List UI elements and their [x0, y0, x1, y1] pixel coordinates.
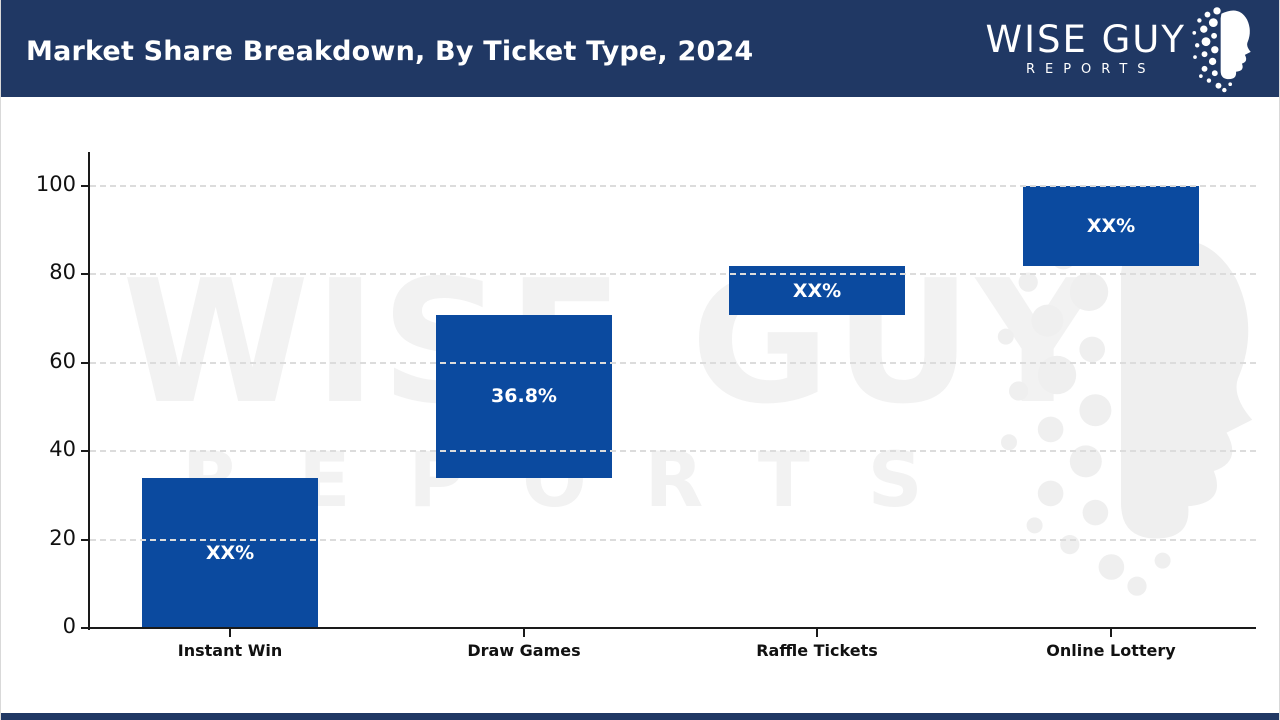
y-tickmark — [81, 538, 90, 541]
x-tick-label-3: Raffle Tickets — [756, 641, 878, 660]
y-tick-label-40: 40 — [49, 437, 76, 462]
bar-online-lottery: XX% — [1023, 186, 1199, 267]
gridline-40 — [90, 450, 1256, 453]
bar-draw-games: 36.8% — [436, 315, 612, 478]
y-tick-label-20: 20 — [49, 525, 76, 550]
gridline-20 — [90, 538, 1256, 541]
x-tickmark — [523, 629, 525, 637]
y-tickmark — [81, 273, 90, 276]
y-tickmark — [81, 627, 90, 629]
x-tick-label-2: Draw Games — [467, 641, 581, 660]
y-tickmark — [81, 185, 90, 187]
brand-name: WISE GUY — [985, 17, 1186, 61]
bar-value-label: XX% — [1086, 215, 1136, 238]
brand-logo: WISE GUY REPORTS — [986, 5, 1254, 93]
y-tick-label-80: 80 — [49, 260, 76, 285]
y-axis-line — [88, 152, 90, 630]
bar-value-label: XX% — [205, 541, 255, 564]
gridline-80 — [90, 273, 1256, 276]
x-tick-label-1: Instant Win — [177, 641, 283, 660]
dotted-head-logo-icon — [1192, 6, 1251, 92]
bar-value-label: XX% — [792, 279, 842, 302]
x-tickmark — [1110, 629, 1112, 637]
gridline-100 — [90, 185, 1256, 187]
x-tickmark — [816, 629, 818, 637]
y-tick-label-60: 60 — [49, 348, 76, 373]
y-tick-label-0: 0 — [62, 614, 76, 638]
brand-subtitle: REPORTS — [1025, 61, 1156, 77]
x-tickmark — [229, 629, 231, 637]
bar-instant-win: XX% — [142, 477, 318, 628]
x-tick-label-4: Online Lottery — [1046, 641, 1176, 660]
brand-logo-text: WISE GUY REPORTS — [986, 21, 1186, 77]
y-tick-label-100: 100 — [35, 172, 76, 196]
bar-value-label: 36.8% — [491, 385, 557, 408]
y-tickmark — [81, 450, 90, 453]
page-title: Market Share Breakdown, By Ticket Type, … — [26, 36, 754, 67]
gridline-60 — [90, 361, 1256, 364]
footer-strip — [0, 713, 1280, 720]
x-axis-line — [88, 627, 1256, 629]
header-bar: Market Share Breakdown, By Ticket Type, … — [0, 0, 1280, 97]
y-tickmark — [81, 361, 90, 364]
watermark-head-icon — [997, 224, 1253, 596]
